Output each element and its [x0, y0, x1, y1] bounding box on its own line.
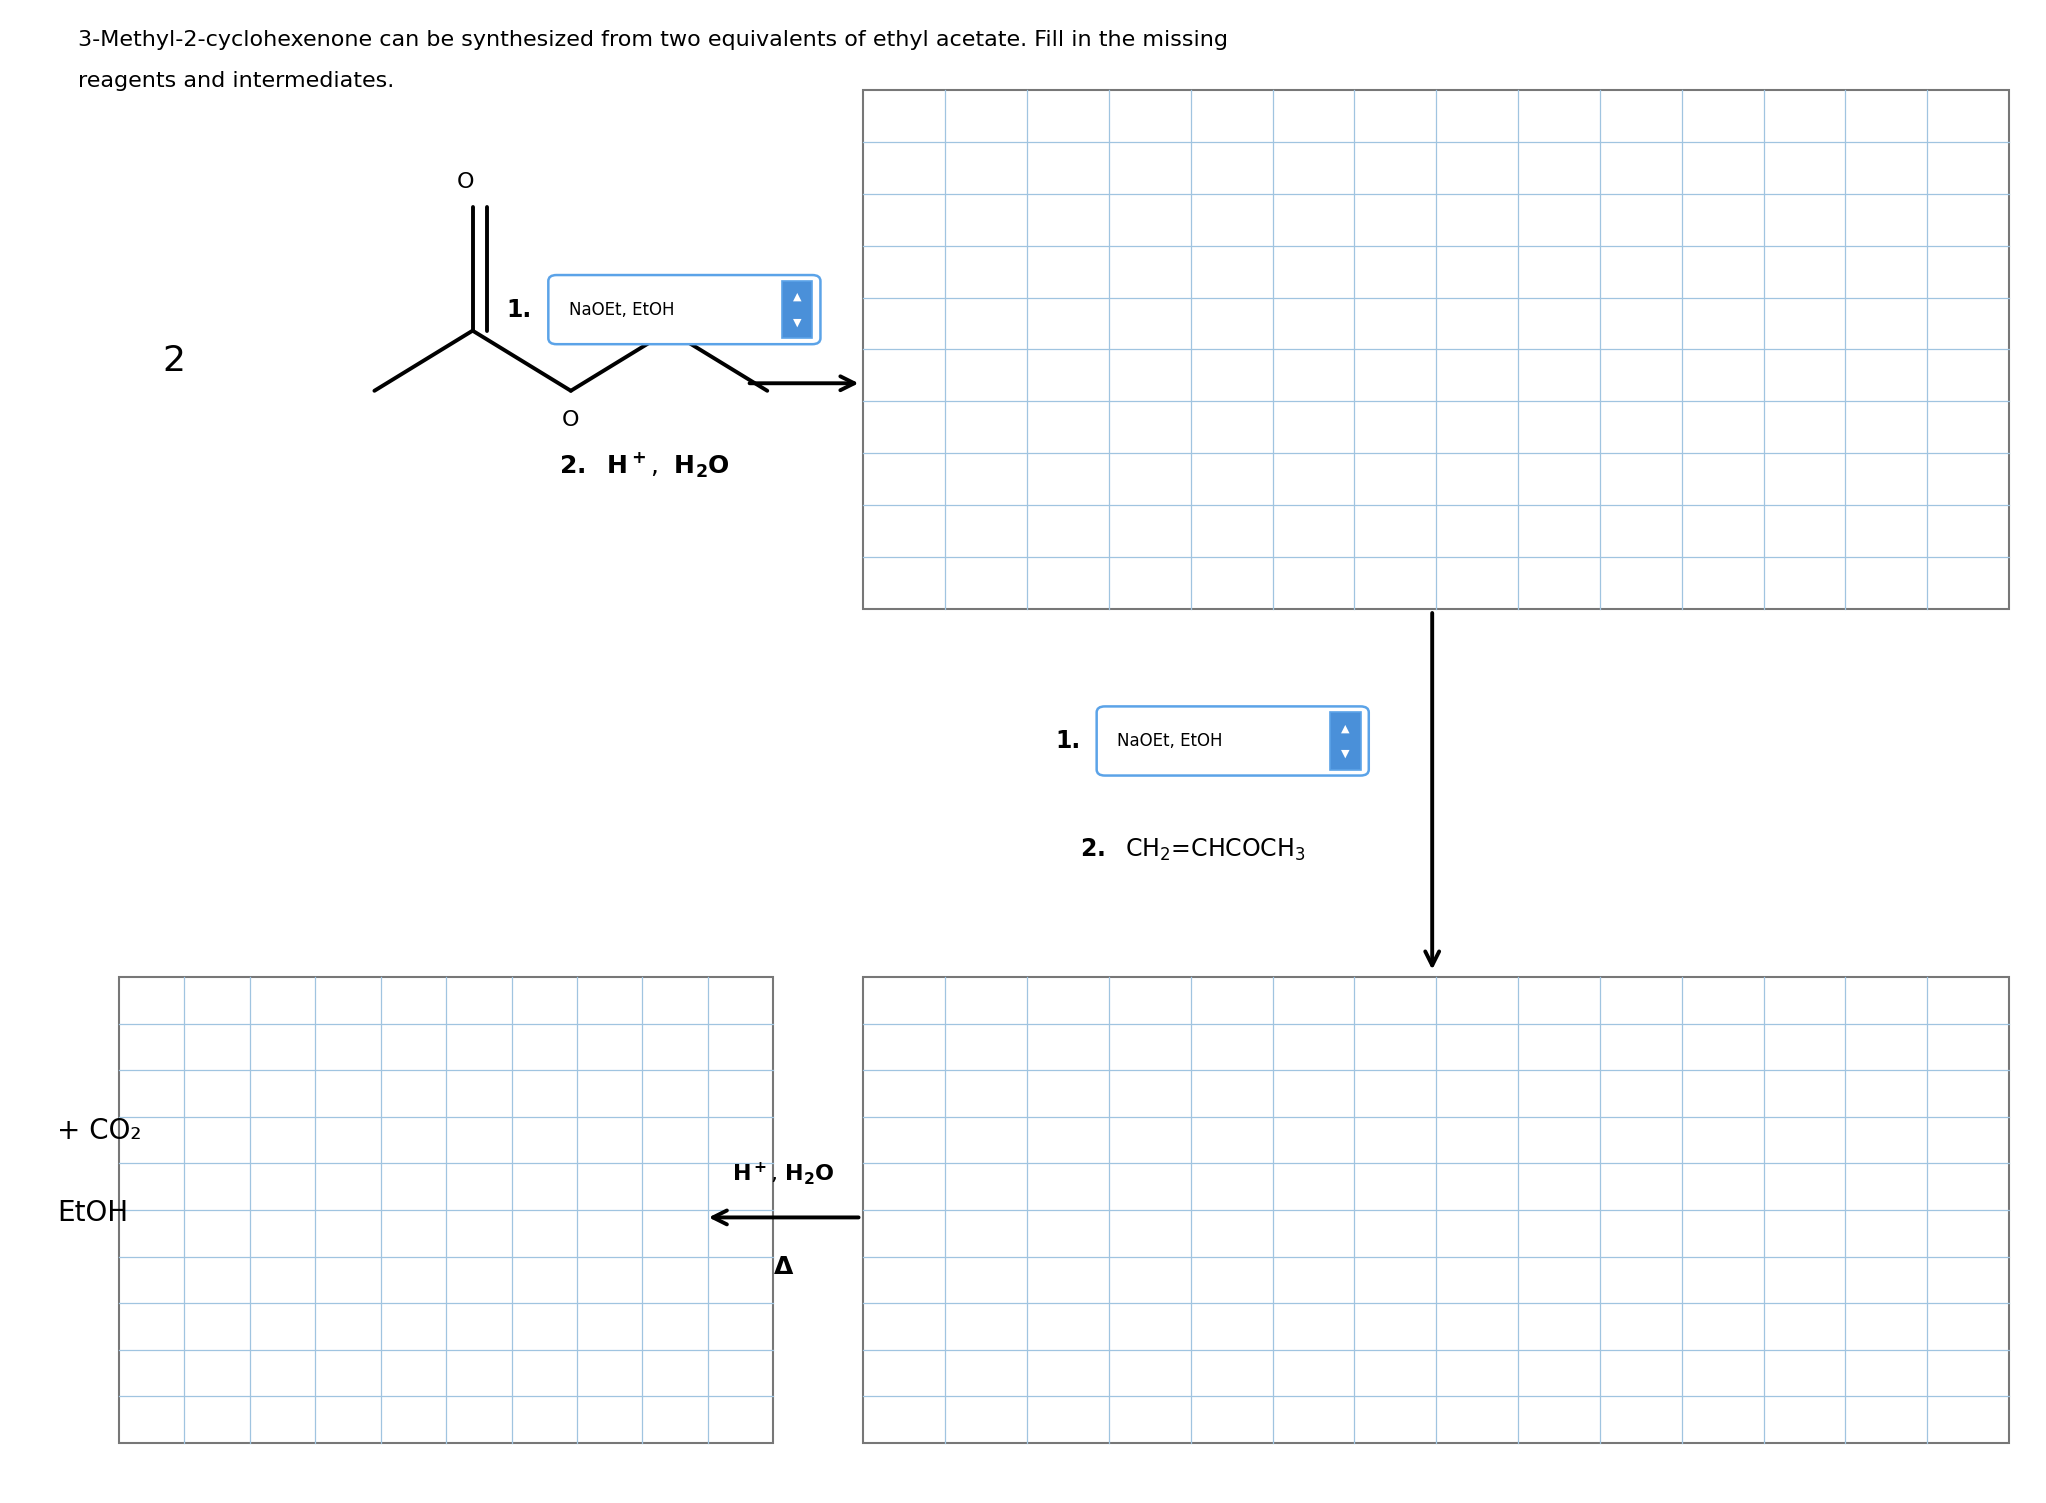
Bar — [119, 977, 773, 1443]
Text: ▲: ▲ — [1340, 723, 1350, 733]
Bar — [863, 977, 2009, 1443]
Text: ▲: ▲ — [792, 292, 802, 302]
FancyBboxPatch shape — [1097, 706, 1369, 776]
Text: + CO₂: + CO₂ — [57, 1117, 141, 1145]
Text: $\mathbf{2.}$  $\mathbf{H^+}$,  $\mathbf{H_2O}$: $\mathbf{2.}$ $\mathbf{H^+}$, $\mathbf{H… — [559, 451, 730, 479]
Text: 1.: 1. — [1056, 729, 1080, 753]
Text: $\mathbf{\Delta}$: $\mathbf{\Delta}$ — [773, 1255, 794, 1279]
Text: 1.: 1. — [507, 298, 532, 322]
Text: reagents and intermediates.: reagents and intermediates. — [78, 71, 395, 90]
Text: O: O — [563, 410, 579, 430]
Text: $\mathbf{2.}$  CH$_2$=CHCOCH$_3$: $\mathbf{2.}$ CH$_2$=CHCOCH$_3$ — [1080, 837, 1305, 863]
Text: 3-Methyl-2-cyclohexenone can be synthesized from two equivalents of ethyl acetat: 3-Methyl-2-cyclohexenone can be synthesi… — [78, 30, 1228, 50]
Bar — [782, 281, 812, 338]
Bar — [1330, 712, 1361, 770]
Text: ▼: ▼ — [1340, 748, 1350, 759]
Bar — [863, 90, 2009, 609]
Text: O: O — [456, 173, 475, 192]
Text: EtOH: EtOH — [57, 1199, 129, 1228]
Text: NaOEt, EtOH: NaOEt, EtOH — [569, 301, 675, 319]
Text: $\mathbf{H^+}$, $\mathbf{H_2O}$: $\mathbf{H^+}$, $\mathbf{H_2O}$ — [732, 1160, 835, 1187]
FancyBboxPatch shape — [548, 275, 820, 344]
Text: NaOEt, EtOH: NaOEt, EtOH — [1117, 732, 1224, 750]
Text: ▼: ▼ — [792, 317, 802, 328]
Text: 2: 2 — [162, 344, 186, 377]
